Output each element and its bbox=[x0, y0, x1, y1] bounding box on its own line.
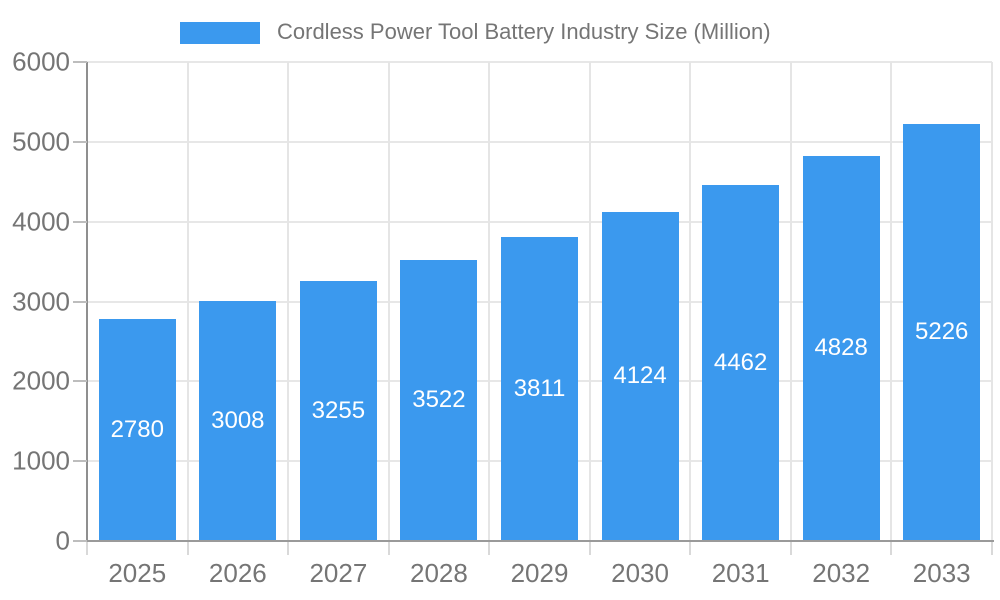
y-axis-tick bbox=[73, 540, 87, 542]
x-gridline bbox=[689, 62, 692, 541]
x-gridline bbox=[890, 62, 893, 541]
chart-plot-area: 2780 3008 3255 3522 3811 4124 4462 4828 5226 bbox=[87, 61, 993, 541]
x-axis-line bbox=[86, 540, 994, 542]
x-axis-tick-label: 2028 bbox=[410, 558, 468, 588]
x-axis-tick bbox=[689, 542, 692, 555]
x-axis-tick-label: 2033 bbox=[912, 558, 971, 588]
x-axis-tick-label: 2026 bbox=[208, 558, 267, 588]
y-axis-tick bbox=[73, 220, 87, 223]
x-axis-tick bbox=[890, 542, 893, 555]
x-gridline bbox=[991, 62, 993, 541]
x-axis-tick-label: 2027 bbox=[309, 558, 368, 588]
bar-value-label: 4462 bbox=[713, 348, 768, 376]
y-gridline bbox=[87, 140, 992, 143]
y-axis-tick-label: 1000 bbox=[12, 445, 70, 476]
legend-item[interactable]: Cordless Power Tool Battery Industry Siz… bbox=[180, 19, 771, 45]
bar-2025[interactable]: 2780 bbox=[98, 319, 176, 541]
y-gridline bbox=[87, 220, 992, 223]
x-axis-tick bbox=[789, 542, 792, 555]
y-axis-tick-label: 4000 bbox=[12, 206, 70, 237]
bar-2027[interactable]: 3255 bbox=[299, 281, 377, 541]
bar-value-label: 3008 bbox=[211, 406, 265, 434]
x-gridline bbox=[588, 62, 591, 541]
y-axis-tick-label: 2000 bbox=[12, 365, 70, 396]
x-axis-tick bbox=[387, 542, 390, 555]
x-gridline bbox=[186, 62, 189, 541]
x-gridline bbox=[387, 62, 390, 541]
y-axis-tick bbox=[73, 140, 87, 143]
y-axis-tick bbox=[73, 460, 87, 463]
x-axis-tick bbox=[488, 542, 491, 555]
x-gridline bbox=[488, 62, 491, 541]
y-axis-tick bbox=[73, 61, 87, 63]
x-axis-tick bbox=[588, 542, 591, 555]
x-axis-tick bbox=[186, 542, 189, 555]
y-axis-tick-label: 5000 bbox=[12, 126, 70, 157]
y-axis-tick bbox=[73, 300, 87, 303]
x-axis-tick-label: 2031 bbox=[711, 558, 770, 588]
x-axis-tick bbox=[86, 542, 88, 555]
x-axis-tick-label: 2030 bbox=[611, 558, 669, 588]
bar-2031[interactable]: 4462 bbox=[702, 184, 780, 541]
y-axis-line bbox=[86, 62, 88, 543]
x-gridline bbox=[789, 62, 792, 541]
y-axis-tick-label: 0 bbox=[55, 525, 70, 556]
bar-value-label: 2780 bbox=[110, 416, 164, 444]
bar-value-label: 5226 bbox=[915, 318, 969, 346]
legend-series-label: Cordless Power Tool Battery Industry Siz… bbox=[277, 19, 771, 44]
x-axis-tick-label: 2029 bbox=[510, 558, 569, 588]
x-axis-tick bbox=[991, 542, 993, 555]
x-gridline bbox=[287, 62, 290, 541]
bar-value-label: 4828 bbox=[814, 334, 868, 362]
bar-value-label: 3811 bbox=[513, 374, 566, 402]
x-axis-tick-label: 2032 bbox=[812, 558, 871, 588]
bar-2030[interactable]: 4124 bbox=[601, 211, 679, 541]
legend-swatch bbox=[180, 22, 260, 44]
bar-2026[interactable]: 3008 bbox=[199, 300, 277, 541]
bar-value-label: 3522 bbox=[412, 386, 466, 414]
bar-2033[interactable]: 5226 bbox=[903, 123, 981, 541]
y-axis-tick-label: 3000 bbox=[12, 286, 70, 316]
bar-value-label: 3255 bbox=[311, 397, 366, 425]
x-axis-tick-label: 2025 bbox=[108, 558, 167, 588]
bar-value-label: 4124 bbox=[613, 362, 667, 390]
y-axis-tick-label: 6000 bbox=[12, 46, 70, 77]
bar-2028[interactable]: 3522 bbox=[400, 259, 478, 541]
y-gridline bbox=[87, 61, 992, 63]
bar-2032[interactable]: 4828 bbox=[802, 155, 880, 541]
bar-2029[interactable]: 3811 bbox=[501, 236, 578, 541]
x-axis-tick bbox=[287, 542, 290, 555]
y-axis-tick bbox=[73, 380, 87, 383]
